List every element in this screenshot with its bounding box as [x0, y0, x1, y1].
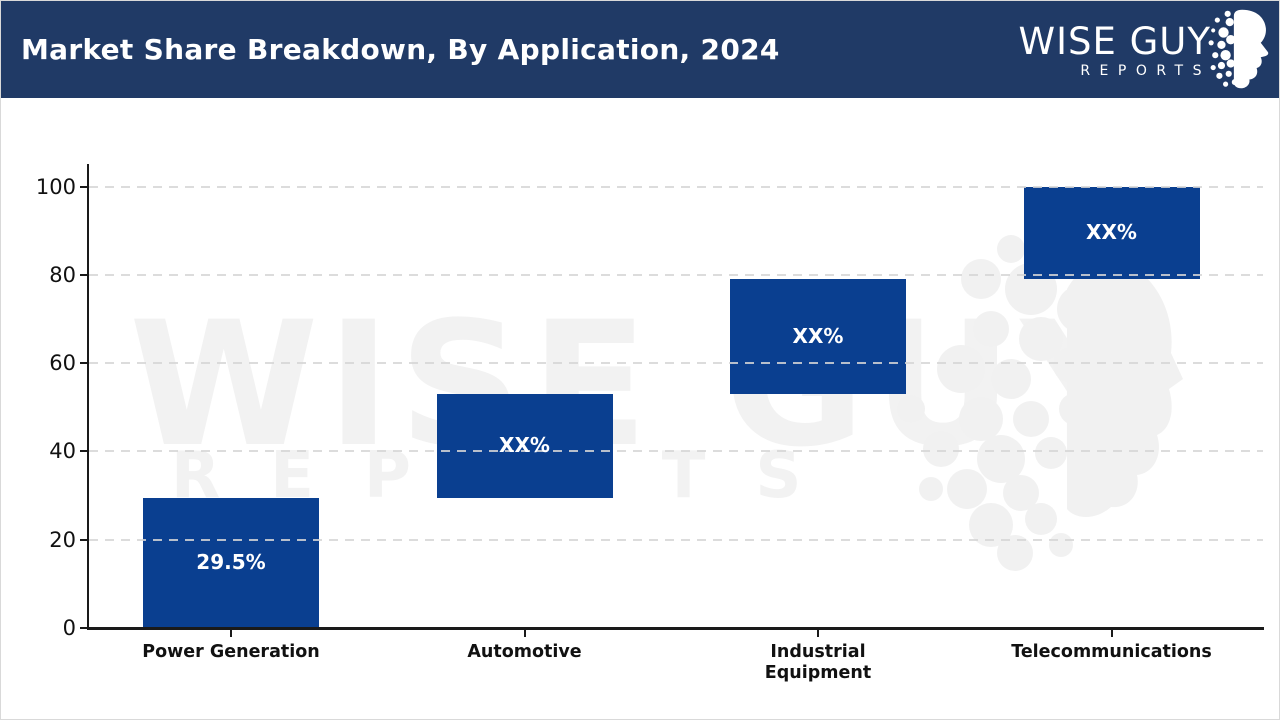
- xtick-label-automotive: Automotive: [467, 642, 582, 662]
- wise-guy-reports-logo: WISE GUY REPORTS: [1009, 5, 1269, 95]
- gridline-40: [89, 450, 1263, 453]
- bar-value-label-industrial-equipment: XX%: [792, 323, 844, 348]
- y-tick-100: [80, 185, 88, 188]
- page-title: Market Share Breakdown, By Application, …: [21, 33, 780, 66]
- watermark-head-dots-icon: [897, 215, 1183, 571]
- xtick-label-power-generation: Power Generation: [142, 642, 320, 662]
- ytick-label-60: 60: [49, 351, 76, 376]
- y-axis: [87, 164, 89, 630]
- logo-name: WISE GUY: [1018, 20, 1211, 63]
- bar-telecommunications: [1023, 186, 1200, 280]
- x-axis: [87, 627, 1264, 630]
- x-tick-telecommunications: [1110, 629, 1113, 637]
- bar-value-label-automotive: XX%: [499, 432, 550, 457]
- x-tick-power-generation: [230, 629, 232, 637]
- bar-industrial-equipment: [730, 279, 906, 394]
- ytick-label-20: 20: [49, 527, 76, 552]
- gridline-60: [89, 362, 1263, 365]
- logo-text: WISE GUY REPORTS: [1018, 20, 1211, 80]
- gridline-80: [89, 273, 1263, 276]
- gridline-100: [89, 185, 1263, 188]
- xtick-label-industrial-equipment: Industrial Equipment: [764, 642, 872, 683]
- xtick-label-telecommunications: Telecommunications: [1011, 642, 1212, 662]
- logo-reports: REPORTS: [1080, 63, 1211, 79]
- y-tick-80: [80, 273, 88, 276]
- x-tick-automotive: [523, 629, 526, 637]
- bar-automotive: [436, 394, 613, 498]
- bar-value-label-power-generation: 29.5%: [196, 549, 266, 574]
- header-bar: Market Share Breakdown, By Application, …: [1, 1, 1279, 98]
- bar-power-generation: [143, 497, 319, 628]
- y-tick-20: [80, 538, 88, 541]
- ytick-label-80: 80: [49, 262, 76, 287]
- ytick-label-40: 40: [49, 439, 76, 464]
- gridline-20: [89, 538, 1263, 541]
- y-tick-0: [80, 627, 88, 629]
- wiseguy-head-icon: [1208, 9, 1269, 89]
- ytick-label-100: 100: [35, 174, 76, 199]
- x-tick-industrial-equipment: [817, 629, 819, 637]
- y-tick-60: [80, 362, 88, 365]
- ytick-label-0: 0: [62, 616, 76, 640]
- bar-value-label-telecommunications: XX%: [1086, 219, 1137, 244]
- y-tick-40: [80, 450, 88, 453]
